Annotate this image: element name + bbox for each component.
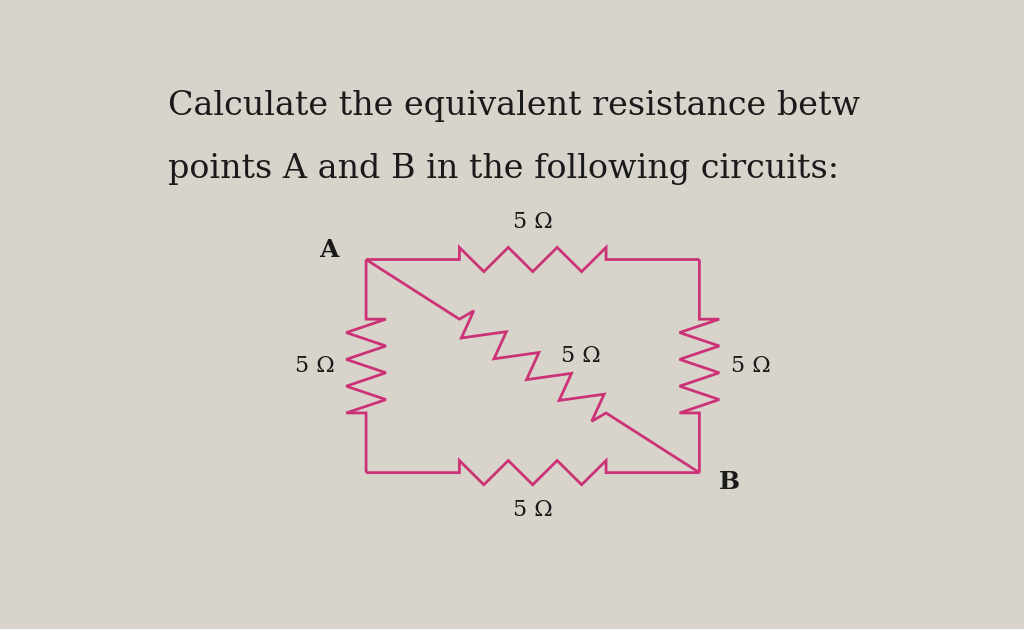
Text: 5 Ω: 5 Ω — [731, 355, 771, 377]
Text: 5 Ω: 5 Ω — [561, 345, 601, 367]
Text: 5 Ω: 5 Ω — [513, 499, 553, 521]
Text: B: B — [719, 470, 740, 494]
Text: Calculate the equivalent resistance betw: Calculate the equivalent resistance betw — [168, 90, 860, 122]
Text: A: A — [318, 238, 338, 262]
Text: points A and B in the following circuits:: points A and B in the following circuits… — [168, 153, 839, 185]
Text: 5 Ω: 5 Ω — [295, 355, 335, 377]
Text: 5 Ω: 5 Ω — [513, 211, 553, 233]
